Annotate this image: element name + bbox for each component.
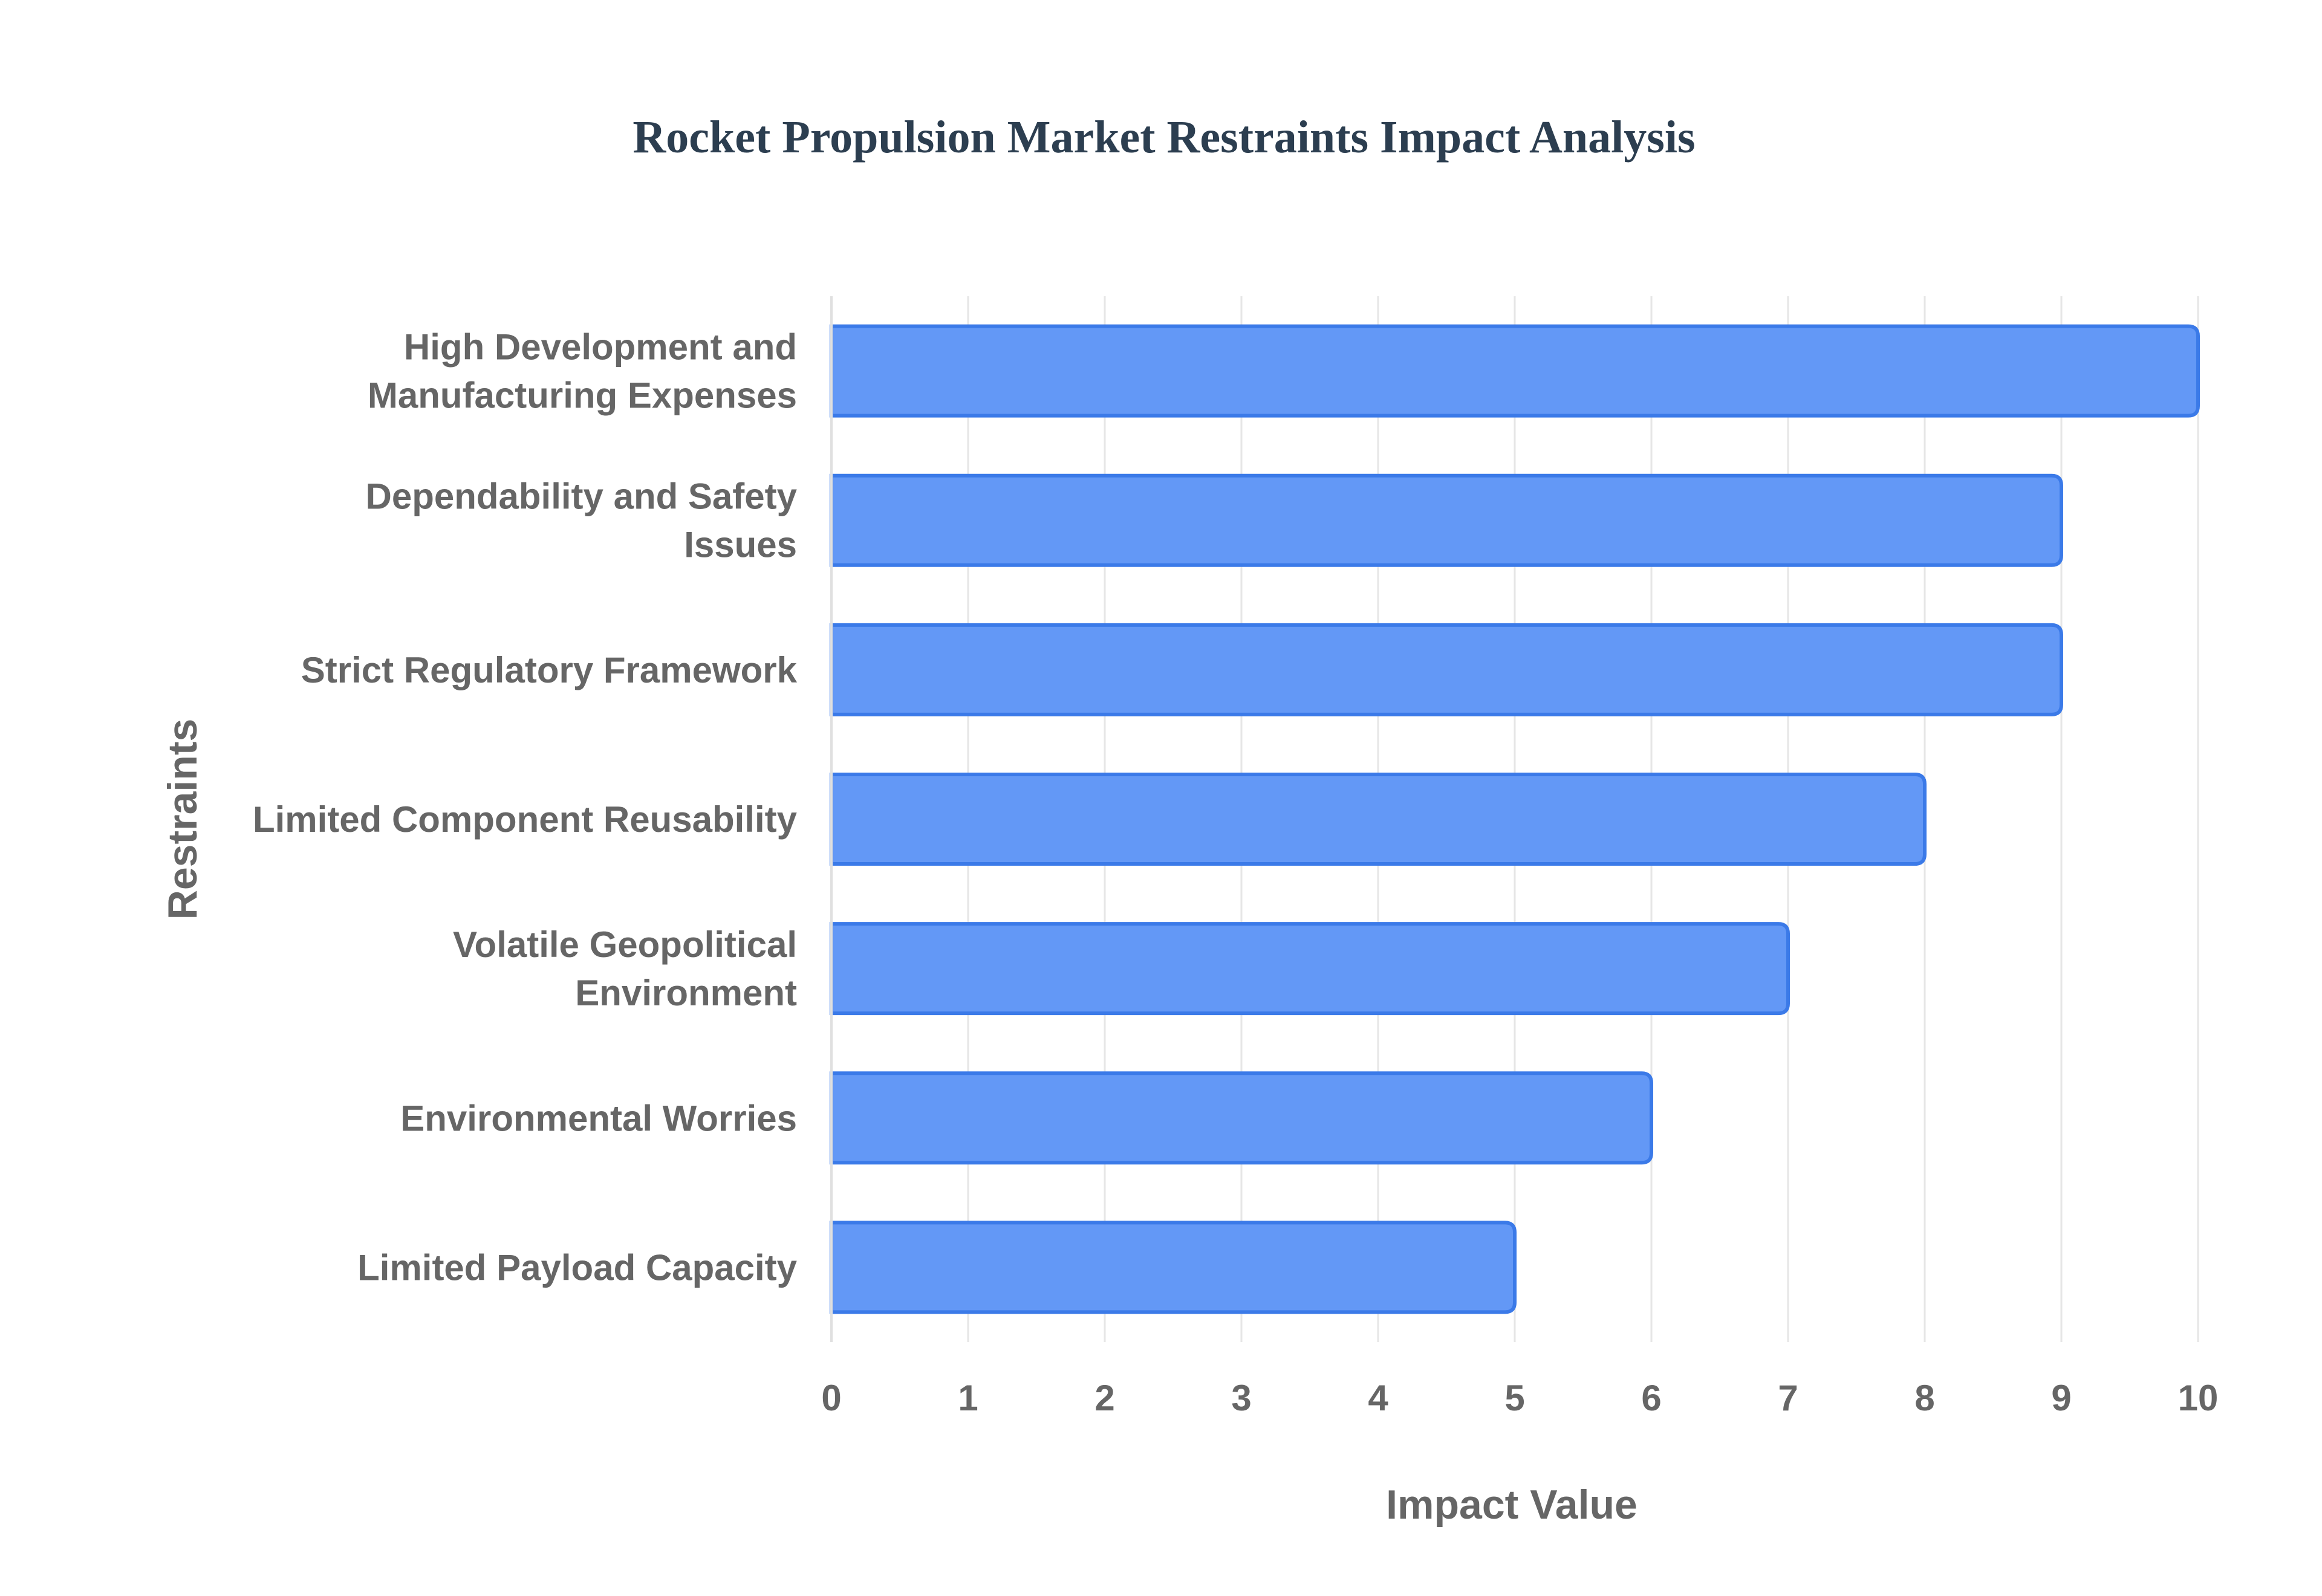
x-tick-label-5: 5 bbox=[1504, 1378, 1524, 1418]
bar-0 bbox=[830, 324, 2200, 418]
x-tick-label-4: 4 bbox=[1368, 1378, 1388, 1418]
x-tick-label-0: 0 bbox=[821, 1378, 841, 1418]
category-label-4: Volatile Geopolitical Environment bbox=[453, 924, 797, 1013]
x-tick-label-7: 7 bbox=[1778, 1378, 1798, 1418]
x-tick-labels: 0 1 2 3 4 5 6 7 8 9 10 bbox=[821, 1378, 2218, 1418]
chart-title: Rocket Propulsion Market Restraints Impa… bbox=[633, 112, 1695, 163]
category-label-line: Limited Payload Capacity bbox=[357, 1247, 798, 1288]
category-label-line: Manufacturing Expenses bbox=[368, 375, 797, 416]
bar-1 bbox=[830, 473, 2063, 567]
x-tick-label-6: 6 bbox=[1641, 1378, 1661, 1418]
x-axis-title: Impact Value bbox=[1386, 1482, 1637, 1528]
bar-2 bbox=[830, 623, 2063, 716]
category-label-line: Volatile Geopolitical bbox=[453, 924, 797, 965]
category-label-1: Dependability and Safety Issues bbox=[366, 476, 798, 565]
bar-5 bbox=[830, 1071, 1653, 1165]
x-tick-label-10: 10 bbox=[2178, 1378, 2219, 1418]
category-label-line: High Development and bbox=[404, 327, 797, 368]
category-label-0: High Development and Manufacturing Expens… bbox=[368, 327, 797, 416]
category-label-line: Environmental Worries bbox=[400, 1098, 797, 1138]
category-labels: High Development and Manufacturing Expens… bbox=[253, 327, 798, 1288]
category-label-line: Strict Regulatory Framework bbox=[301, 650, 798, 690]
category-label-line: Limited Component Reusability bbox=[253, 799, 798, 840]
x-tick-label-2: 2 bbox=[1094, 1378, 1114, 1418]
category-label-line: Dependability and Safety bbox=[366, 476, 798, 517]
bar-3 bbox=[830, 773, 1927, 866]
category-label-2: Strict Regulatory Framework bbox=[301, 650, 798, 690]
category-label-6: Limited Payload Capacity bbox=[357, 1247, 798, 1288]
category-label-line: Environment bbox=[575, 973, 797, 1013]
x-tick-label-1: 1 bbox=[958, 1378, 978, 1418]
bar-6 bbox=[830, 1221, 1517, 1314]
category-label-3: Limited Component Reusability bbox=[253, 799, 798, 840]
bars bbox=[830, 324, 2200, 1314]
bar-4 bbox=[830, 922, 1790, 1016]
y-axis-title: Restraints bbox=[160, 719, 206, 920]
x-tick-label-8: 8 bbox=[1914, 1378, 1934, 1418]
category-label-line: Issues bbox=[684, 525, 797, 565]
category-label-5: Environmental Worries bbox=[400, 1098, 797, 1138]
x-tick-label-3: 3 bbox=[1231, 1378, 1251, 1418]
x-tick-label-9: 9 bbox=[2051, 1378, 2071, 1418]
